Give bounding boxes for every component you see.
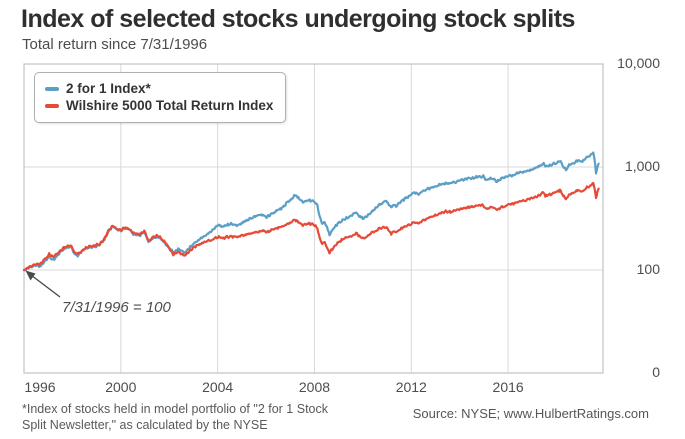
- x-axis-label-1996: 1996: [24, 379, 56, 395]
- footnote-line2: Split Newsletter," as calculated by the …: [22, 418, 268, 432]
- y-axis-label-10,000: 10,000: [617, 55, 660, 71]
- legend-item-wilshire: Wilshire 5000 Total Return Index: [45, 98, 273, 113]
- y-axis-label-1,000: 1,000: [624, 158, 660, 174]
- y-axis-label-0: 0: [652, 364, 660, 380]
- x-axis-label-2004: 2004: [202, 379, 234, 395]
- legend-label: Wilshire 5000 Total Return Index: [66, 98, 274, 113]
- y-axis-label-100: 100: [636, 261, 660, 277]
- series-line-2for1: [22, 151, 600, 272]
- legend-dash-icon: [45, 103, 59, 108]
- series-line-wilshire: [22, 181, 600, 272]
- legend-item-2for1: 2 for 1 Index*: [45, 81, 273, 96]
- base-value-annotation: 7/31/1996 = 100: [62, 299, 171, 316]
- annotation-arrowhead-icon: [25, 270, 36, 281]
- footnote-line1: *Index of stocks held in model portfolio…: [22, 402, 328, 416]
- page-title: Index of selected stocks undergoing stoc…: [21, 5, 575, 33]
- x-axis-label-2012: 2012: [395, 379, 427, 395]
- legend-label: 2 for 1 Index*: [66, 81, 151, 96]
- x-axis-label-2000: 2000: [105, 379, 137, 395]
- legend-dash-icon: [45, 86, 59, 91]
- source-credit: Source: NYSE; www.HulbertRatings.com: [412, 406, 649, 421]
- annotation-arrow-line: [30, 274, 61, 298]
- footnote: *Index of stocks held in model portfolio…: [22, 401, 392, 433]
- chart-subtitle: Total return since 7/31/1996: [22, 36, 208, 53]
- x-axis-label-2016: 2016: [492, 379, 524, 395]
- plot-frame: [23, 63, 604, 374]
- chart-legend: 2 for 1 Index* Wilshire 5000 Total Retur…: [34, 72, 287, 123]
- x-axis-label-2008: 2008: [298, 379, 331, 395]
